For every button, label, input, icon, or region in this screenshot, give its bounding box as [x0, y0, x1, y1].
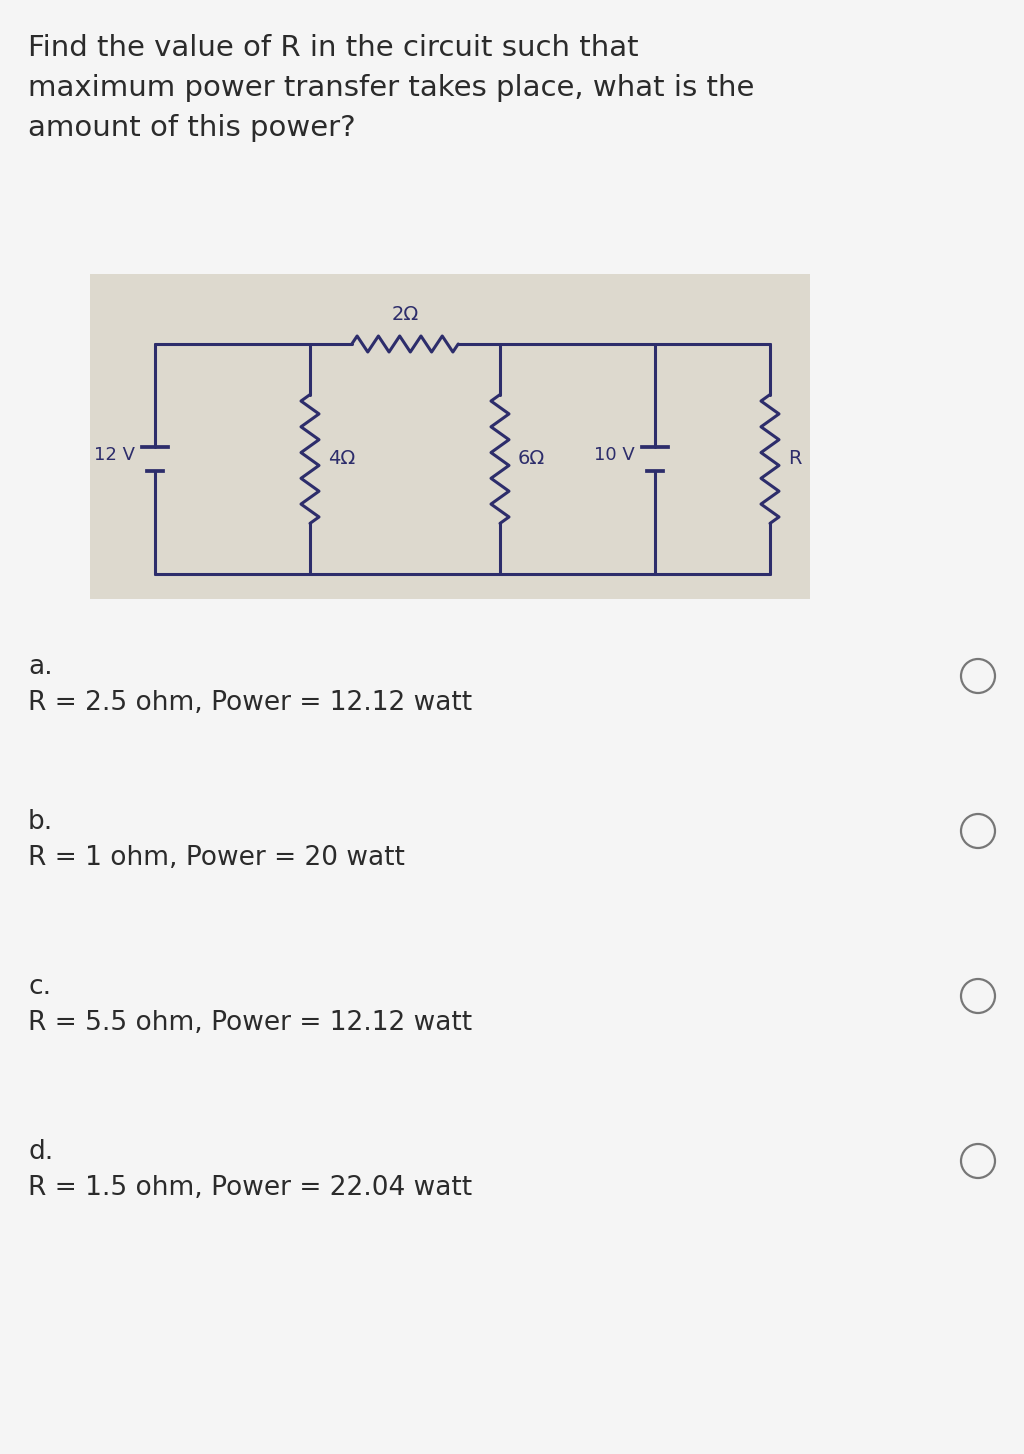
- Text: 10 V: 10 V: [594, 446, 635, 464]
- Bar: [90, 273, 810, 599]
- Text: R: R: [788, 449, 802, 468]
- Text: R = 5.5 ohm, Power = 12.12 watt: R = 5.5 ohm, Power = 12.12 watt: [28, 1011, 472, 1037]
- Text: c.: c.: [28, 974, 51, 1000]
- Text: d.: d.: [28, 1138, 53, 1165]
- Text: R = 1.5 ohm, Power = 22.04 watt: R = 1.5 ohm, Power = 22.04 watt: [28, 1175, 472, 1201]
- Text: R = 1 ohm, Power = 20 watt: R = 1 ohm, Power = 20 watt: [28, 845, 404, 871]
- Text: R = 2.5 ohm, Power = 12.12 watt: R = 2.5 ohm, Power = 12.12 watt: [28, 691, 472, 715]
- Text: 6Ω: 6Ω: [518, 449, 545, 468]
- Text: 12 V: 12 V: [94, 446, 135, 464]
- Text: b.: b.: [28, 808, 53, 835]
- Text: 4Ω: 4Ω: [328, 449, 355, 468]
- Text: 2Ω: 2Ω: [391, 305, 419, 324]
- Text: a.: a.: [28, 654, 52, 680]
- Text: Find the value of R in the circuit such that
maximum power transfer takes place,: Find the value of R in the circuit such …: [28, 33, 755, 142]
